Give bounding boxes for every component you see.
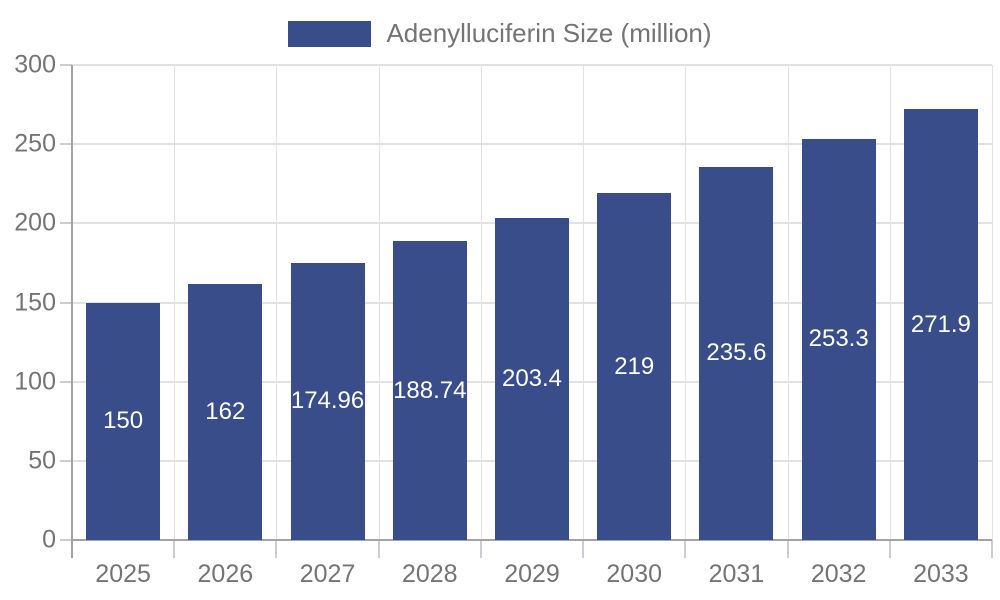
x-tick-mark [275, 540, 278, 558]
bar-value-label: 219 [614, 352, 655, 380]
x-tick-label: 2027 [299, 560, 356, 588]
x-tick-mark [173, 540, 176, 558]
bar [903, 109, 978, 540]
bar-value-label: 271.9 [910, 310, 971, 338]
x-axis [72, 539, 992, 541]
y-gridline [72, 143, 992, 146]
legend: Adenylluciferin Size (million) [0, 18, 1000, 49]
x-tick-label: 2026 [197, 560, 254, 588]
y-gridline [72, 64, 992, 66]
bar [188, 283, 263, 540]
x-gridline [685, 65, 687, 540]
x-tick-label: 2031 [708, 560, 765, 588]
x-tick-mark [991, 540, 993, 558]
x-tick-mark [786, 540, 789, 558]
y-tick-label: 100 [14, 367, 56, 396]
bar [290, 262, 365, 540]
bar-value-label: 188.74 [393, 376, 467, 404]
bar-value-label: 203.4 [501, 364, 563, 392]
legend-label: Adenylluciferin Size (million) [386, 18, 712, 48]
bar-value-label: 174.96 [290, 387, 365, 415]
x-tick-mark [377, 540, 380, 558]
x-gridline [480, 65, 482, 540]
x-tick-mark [582, 540, 585, 558]
x-tick-label: 2025 [95, 560, 151, 588]
x-gridline [992, 65, 993, 540]
x-tick-label: 2033 [913, 560, 969, 588]
y-tick-label: 50 [28, 446, 56, 475]
x-gridline [276, 65, 278, 540]
y-tick-label: 0 [42, 525, 56, 554]
bar [392, 241, 467, 540]
y-tick-label: 250 [14, 129, 56, 158]
y-tick-mark [60, 539, 72, 541]
x-gridline [378, 65, 380, 540]
bar [86, 302, 161, 540]
bar [699, 166, 774, 540]
bar [597, 193, 672, 540]
bar [495, 217, 569, 540]
bar [801, 138, 876, 540]
x-tick-mark [684, 540, 687, 558]
bar-value-label: 162 [205, 397, 246, 425]
legend-swatch [288, 20, 372, 47]
y-tick-mark [60, 143, 72, 146]
x-gridline [583, 65, 585, 540]
x-gridline [889, 65, 891, 540]
x-tick-label: 2028 [401, 560, 458, 588]
y-tick-mark [60, 459, 72, 462]
x-tick-mark [479, 540, 482, 558]
x-tick-label: 2029 [504, 560, 560, 588]
y-tick-label: 200 [14, 208, 56, 237]
bar-value-label: 253.3 [808, 325, 869, 353]
x-gridline [174, 65, 176, 540]
bar-value-label: 235.6 [706, 339, 767, 367]
y-tick-mark [60, 380, 72, 383]
y-tick-label: 300 [14, 50, 56, 79]
y-tick-mark [60, 64, 72, 66]
y-tick-mark [60, 301, 72, 304]
y-tick-label: 150 [14, 288, 56, 316]
y-tick-mark [60, 222, 72, 225]
bar-value-label: 150 [103, 407, 144, 435]
x-tick-mark [888, 540, 891, 558]
x-tick-label: 2032 [810, 560, 867, 588]
x-gridline [787, 65, 789, 540]
y-axis [71, 65, 73, 558]
x-tick-label: 2030 [606, 560, 663, 588]
